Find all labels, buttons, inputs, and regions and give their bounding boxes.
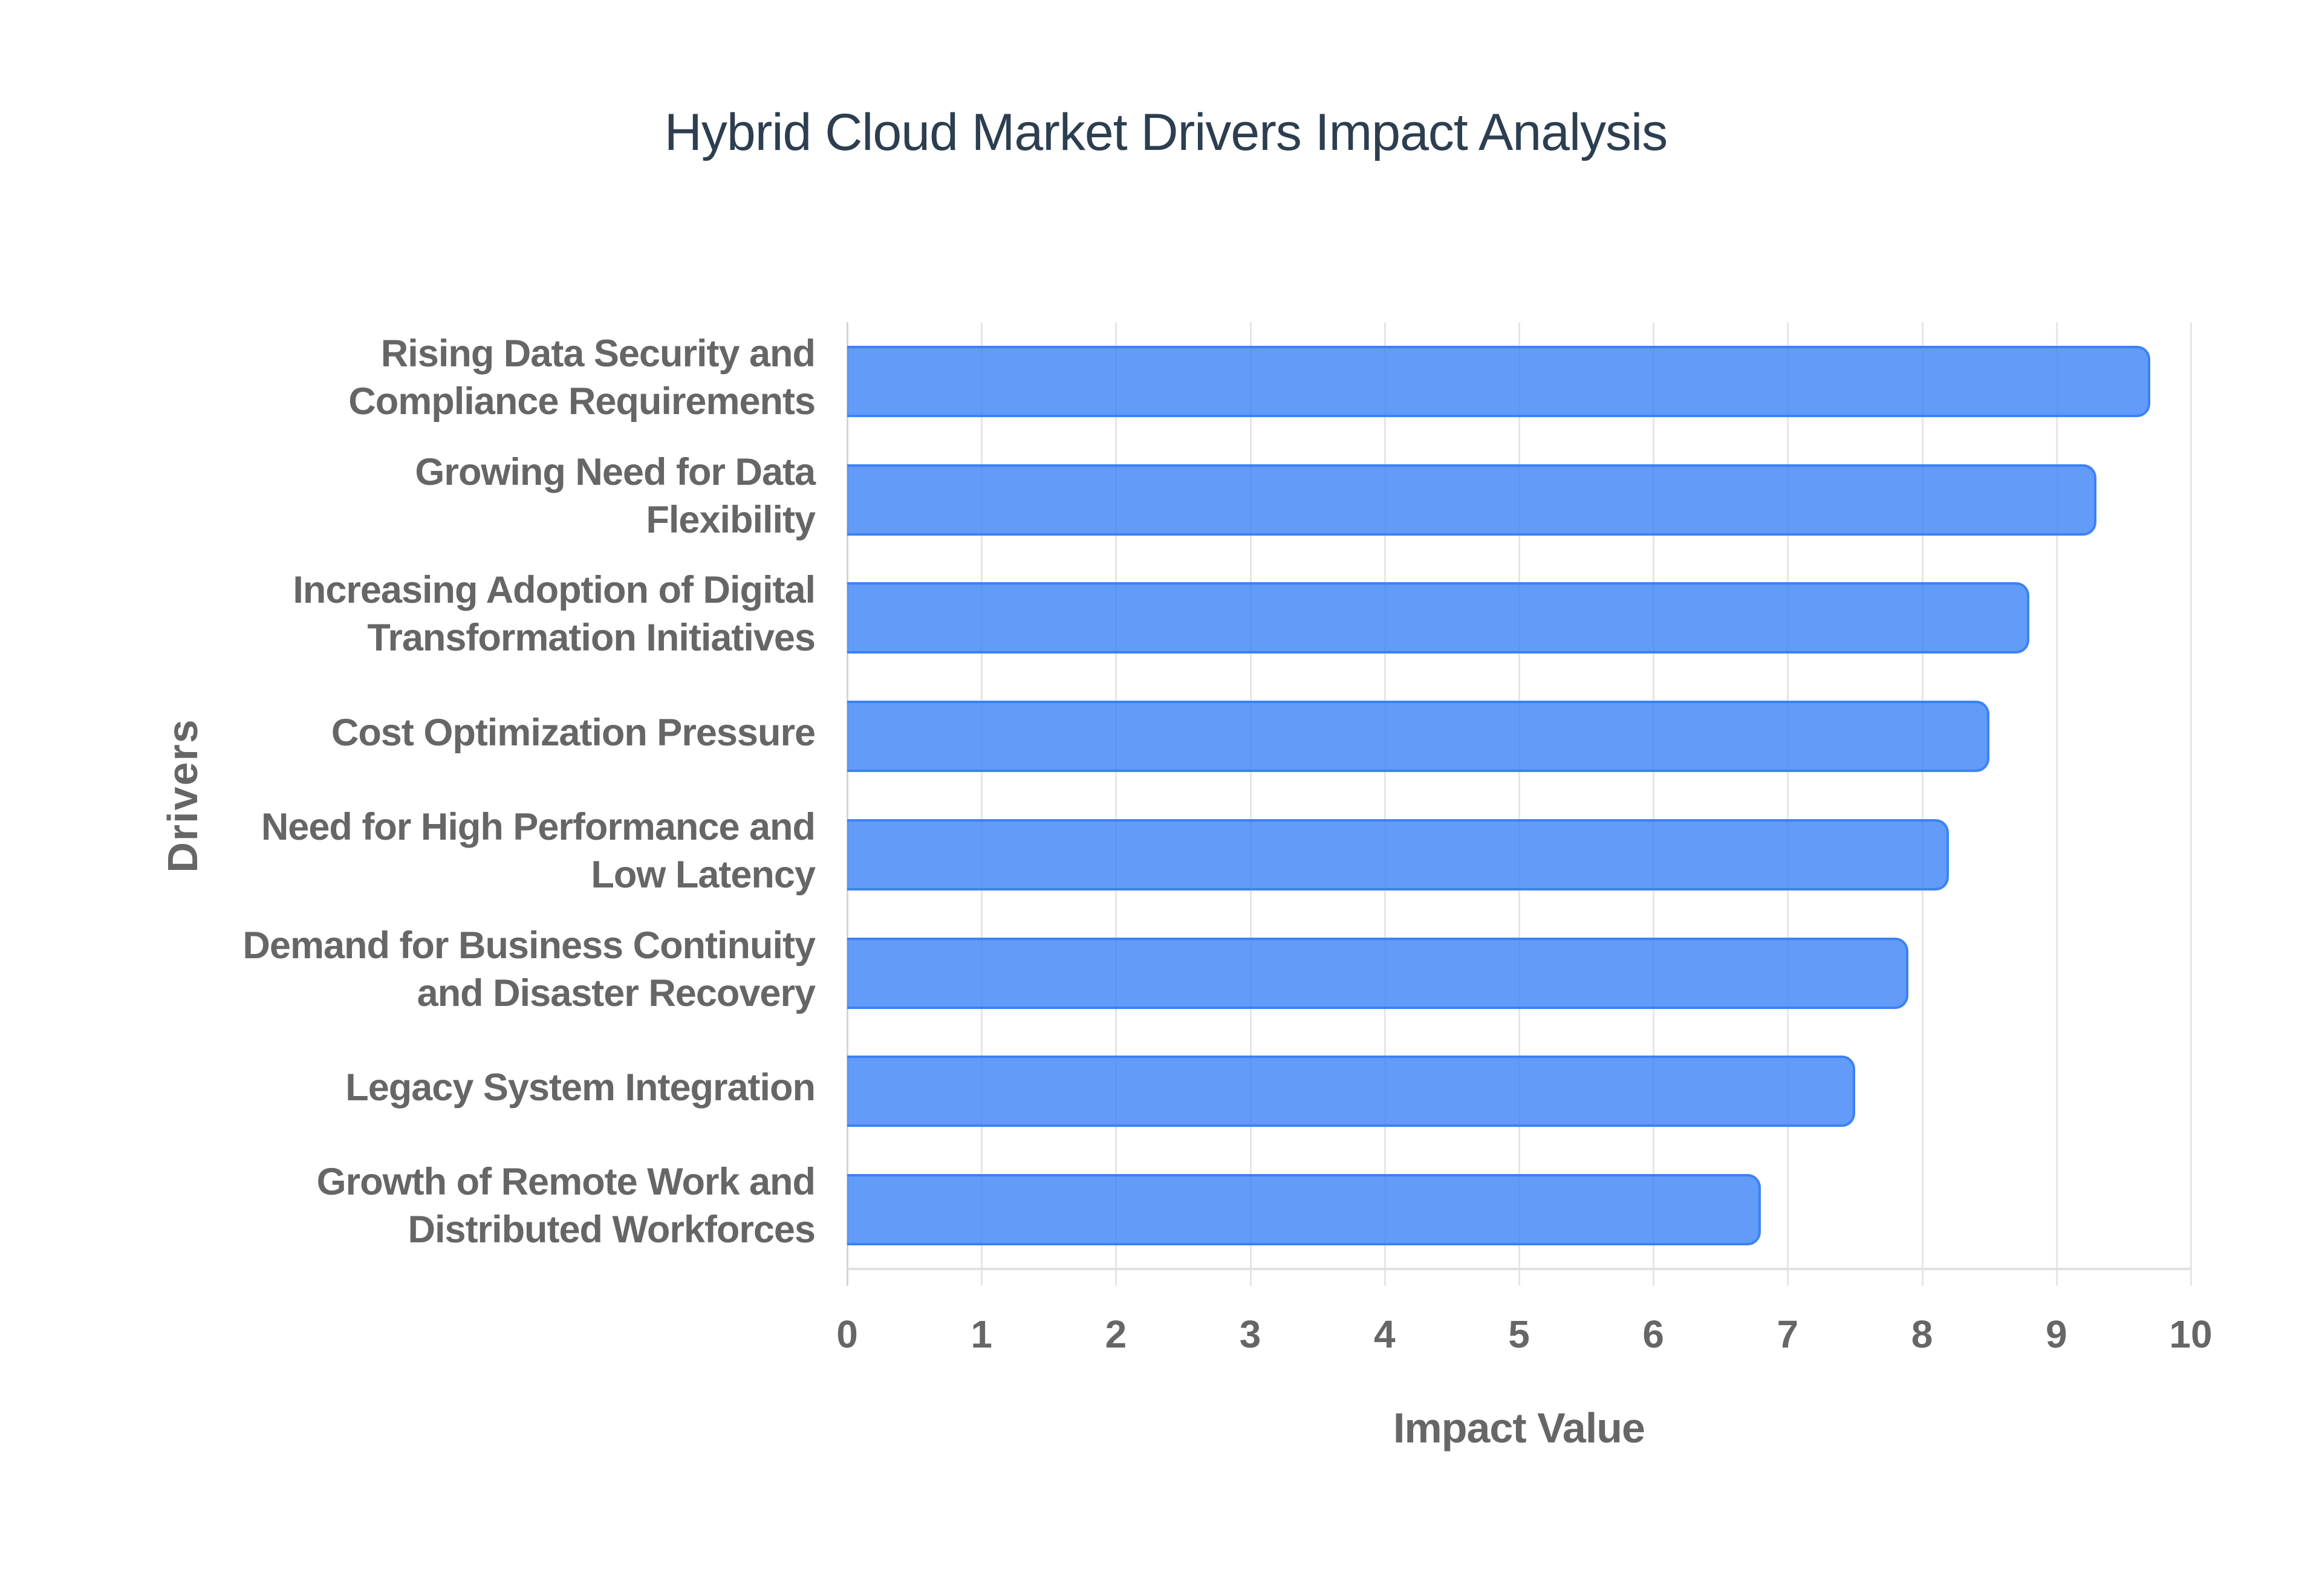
category-label-line: Low Latency <box>591 853 816 896</box>
x-tick-label: 4 <box>1374 1312 1396 1356</box>
bar[interactable] <box>847 819 1950 890</box>
gridline <box>2055 322 2058 1286</box>
chart-title: Hybrid Cloud Market Drivers Impact Analy… <box>664 103 1668 161</box>
y-category-label: Growing Need for Data Flexibility <box>89 449 816 544</box>
x-tick-label: 3 <box>1239 1312 1261 1356</box>
gridline <box>1384 322 1386 1286</box>
gridline <box>981 322 983 1286</box>
y-category-label: Rising Data Security and Compliance Requi… <box>89 330 816 426</box>
y-category-label: Need for High Performance and Low Latency <box>89 803 816 899</box>
gridline <box>2190 322 2192 1286</box>
y-category-label: Increasing Adoption of Digital Transforma… <box>89 566 816 662</box>
x-axis-title: Impact Value <box>1393 1404 1645 1452</box>
gridline <box>1787 322 1789 1286</box>
y-category-label: Demand for Business Continuity and Disast… <box>89 922 816 1017</box>
x-tick-label: 10 <box>2169 1312 2213 1356</box>
bar[interactable] <box>847 701 1989 773</box>
category-label-line: Cost Optimization Pressure <box>331 711 816 754</box>
category-label-line: Legacy System Integration <box>345 1066 816 1109</box>
x-tick-label: 5 <box>1508 1312 1530 1356</box>
x-tick-label: 0 <box>836 1312 858 1356</box>
x-tick-label: 2 <box>1105 1312 1127 1356</box>
bar[interactable] <box>847 464 2097 536</box>
category-label-line: Transformation Initiatives <box>367 617 816 660</box>
y-category-label: Growth of Remote Work and Distributed Wor… <box>89 1158 816 1254</box>
x-tick-label: 6 <box>1642 1312 1664 1356</box>
gridline <box>1921 322 1924 1286</box>
gridline <box>847 322 848 1286</box>
gridline <box>1518 322 1520 1286</box>
category-label-line: and Disaster Recovery <box>417 972 816 1014</box>
category-label-line: Increasing Adoption of Digital <box>293 569 816 612</box>
category-label-line: Distributed Workforces <box>408 1208 816 1251</box>
bar[interactable] <box>847 582 2030 654</box>
bar[interactable] <box>847 1174 1761 1246</box>
category-label-line: Rising Data Security and <box>380 332 816 375</box>
y-category-label: Legacy System Integration <box>89 1064 816 1112</box>
bar[interactable] <box>847 1056 1855 1127</box>
gridline <box>1115 322 1117 1286</box>
x-tick-label: 7 <box>1777 1312 1799 1356</box>
x-tick-label: 1 <box>971 1312 992 1356</box>
bar[interactable] <box>847 937 1909 1009</box>
bar[interactable] <box>847 345 2151 417</box>
gridline <box>1653 322 1655 1286</box>
category-label-line: Flexibility <box>646 498 816 541</box>
x-tick-label: 8 <box>1911 1312 1933 1356</box>
x-tick-label: 9 <box>2046 1312 2067 1356</box>
plot-area <box>847 322 2192 1286</box>
gridline <box>1249 322 1252 1286</box>
category-label-line: Growth of Remote Work and <box>316 1161 816 1204</box>
category-label-line: Compliance Requirements <box>348 380 816 423</box>
category-label-line: Growing Need for Data <box>415 450 816 493</box>
category-label-line: Demand for Business Continuity <box>242 924 816 967</box>
x-axis-line <box>847 1268 2191 1270</box>
category-label-line: Need for High Performance and <box>261 805 816 848</box>
y-category-label: Cost Optimization Pressure <box>89 709 816 757</box>
